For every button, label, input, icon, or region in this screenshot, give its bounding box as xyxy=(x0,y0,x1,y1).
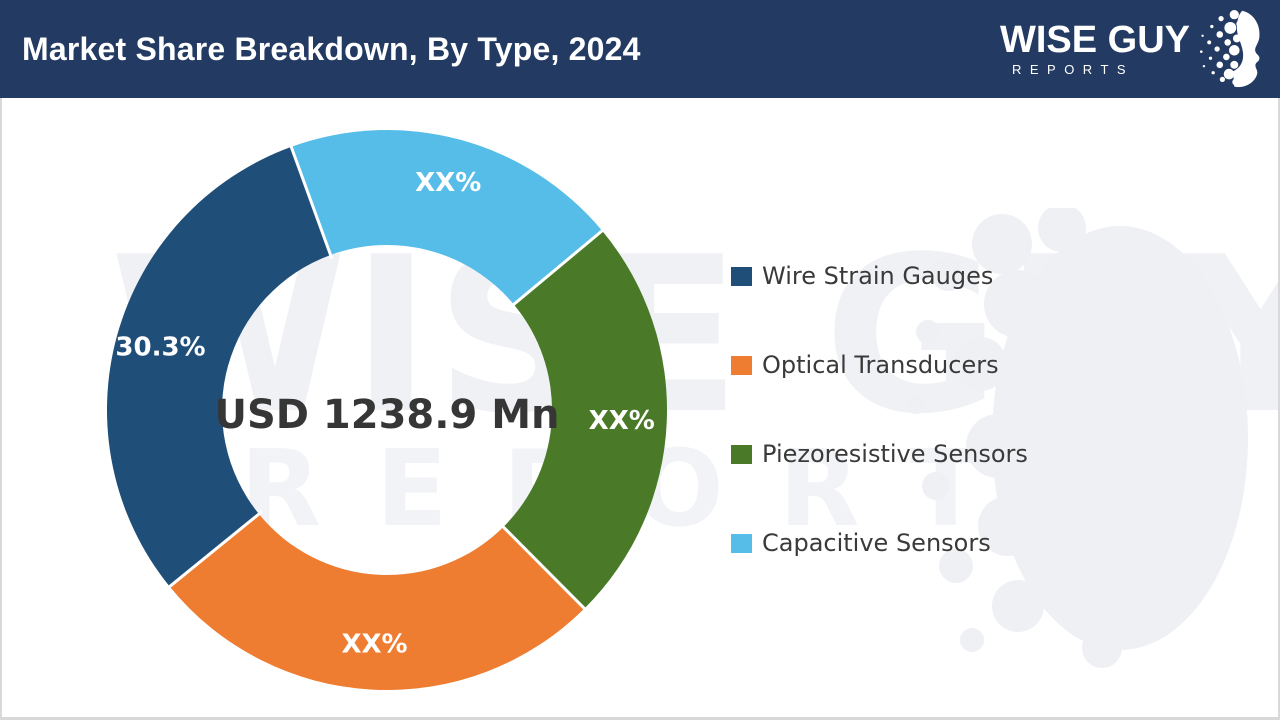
donut-center-total: USD 1238.9 Mn xyxy=(215,392,560,438)
legend-label: Wire Strain Gauges xyxy=(762,262,994,290)
segment-gap-line xyxy=(167,510,263,589)
legend-label: Piezoresistive Sensors xyxy=(762,440,1028,468)
segment-gap-line xyxy=(509,228,605,309)
logo-subtitle: REPORTS xyxy=(1011,62,1135,77)
header-bar: Market Share Breakdown, By Type, 2024 WI… xyxy=(0,0,1280,98)
logo-face-icon xyxy=(1199,10,1260,88)
legend-swatch xyxy=(731,266,752,286)
watermark-head-icon xyxy=(906,208,1248,668)
legend-item-wire-strain-gauges: Wire Strain Gauges xyxy=(731,261,1028,291)
legend-swatch xyxy=(731,444,752,464)
legend-label: Optical Transducers xyxy=(762,351,999,379)
legend-item-capacitive-sensors: Capacitive Sensors xyxy=(731,528,1028,558)
donut-chart: 30.3% XX% XX% XX% USD 1238.9 Mn xyxy=(107,130,667,691)
segment-gap-line xyxy=(289,144,334,260)
legend-item-piezoresistive-sensors: Piezoresistive Sensors xyxy=(731,439,1028,469)
page-title: Market Share Breakdown, By Type, 2024 xyxy=(22,30,641,67)
legend-item-optical-transducers: Optical Transducers xyxy=(731,350,1028,380)
segment-value-label-0: 30.3% xyxy=(115,332,205,362)
legend-swatch xyxy=(731,533,752,553)
wiseguy-logo: WISE GUY REPORTS xyxy=(1000,5,1262,93)
chart-legend: Wire Strain Gauges Optical Transducers P… xyxy=(731,261,1028,617)
legend-swatch xyxy=(731,355,752,375)
logo-text: WISE GUY REPORTS xyxy=(1000,21,1190,77)
donut-segment-1 xyxy=(169,514,585,691)
legend-label: Capacitive Sensors xyxy=(762,529,991,557)
donut-segment-3 xyxy=(291,130,603,305)
chart-area: WISE GUY REPORTS 30.3% XX% XX% XX% USD 1238.… xyxy=(0,98,1280,720)
donut-segment-0 xyxy=(107,146,331,587)
donut-segment-2 xyxy=(503,230,667,609)
segment-value-label-2: XX% xyxy=(589,406,655,436)
logo-wordmark: WISE GUY xyxy=(999,19,1190,61)
segment-value-label-3: XX% xyxy=(415,168,481,198)
segment-gap-line xyxy=(499,523,587,612)
segment-value-label-1: XX% xyxy=(341,630,407,660)
